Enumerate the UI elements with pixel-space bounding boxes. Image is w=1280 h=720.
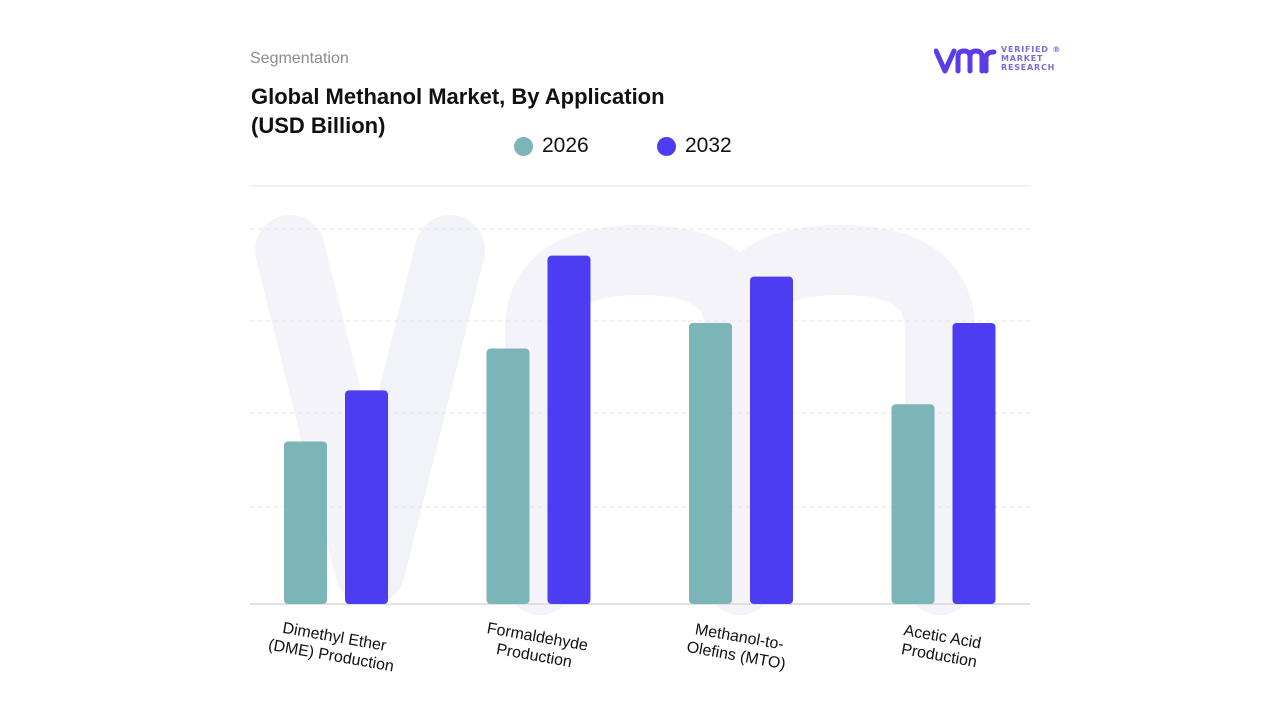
bar-2026-2 — [486, 348, 530, 604]
chart-legend: 2026 2032 — [0, 134, 1280, 164]
bar-2026-3 — [689, 323, 732, 604]
legend-item-2026: 2026 — [514, 134, 589, 158]
bar-2032-4 — [952, 323, 996, 604]
chart-title-line-2: (USD Billion) — [251, 113, 386, 138]
legend-swatch-2032 — [657, 136, 676, 156]
brand-line-market: MARKET — [1001, 54, 1044, 63]
brand-registered-mark: ® — [1052, 45, 1062, 54]
brand-line-verified: VERIFIED — [1001, 45, 1049, 54]
chart-title-line-1: Global Methanol Market, By Application — [251, 84, 665, 109]
legend-label-2032: 2032 — [685, 134, 732, 157]
brand-logo: VERIFIED ® MARKET RESEARCH — [934, 44, 1064, 78]
legend-item-2032: 2032 — [657, 134, 732, 158]
legend-swatch-2026 — [514, 136, 533, 156]
bar-2026-4 — [891, 404, 935, 604]
bar-2026-1 — [284, 441, 327, 604]
chart-title: Global Methanol Market, By Application (… — [251, 82, 771, 140]
bar-2032-2 — [547, 255, 591, 604]
vmr-logo-icon — [934, 48, 997, 74]
bar-2032-3 — [750, 276, 793, 604]
legend-label-2026: 2026 — [542, 134, 589, 157]
brand-line-research: RESEARCH — [1001, 63, 1056, 72]
brand-wordmark: VERIFIED ® MARKET RESEARCH — [1001, 45, 1061, 72]
bar-2032-1 — [345, 390, 388, 604]
segmentation-label: Segmentation — [250, 50, 349, 67]
